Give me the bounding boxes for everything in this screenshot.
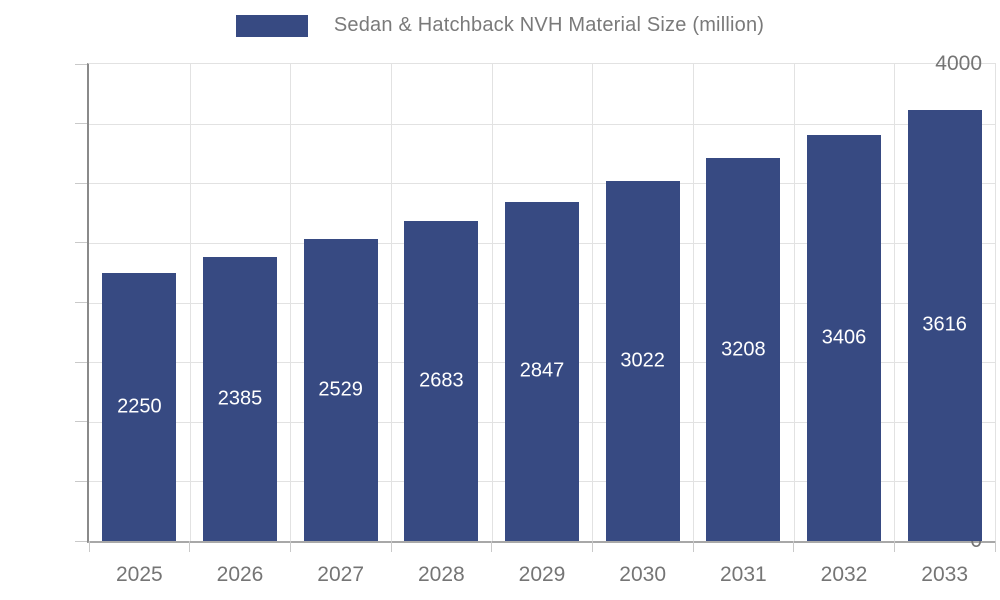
y-axis-tick [75, 480, 87, 482]
x-axis-tick [88, 541, 90, 552]
x-axis-tick-label: 2028 [417, 563, 465, 586]
gridline-vertical [189, 64, 191, 541]
x-axis-tick [994, 541, 996, 552]
x-axis-tick [390, 541, 392, 552]
bar: 2683 [404, 221, 479, 541]
x-axis-tick-label: 2026 [216, 563, 264, 586]
gridline-vertical [894, 64, 896, 541]
x-axis-tick-label: 2027 [317, 563, 365, 586]
chart-legend: Sedan & Hatchback NVH Material Size (mil… [0, 14, 1000, 37]
gridline-vertical [592, 64, 594, 541]
bar: 2529 [303, 239, 378, 541]
y-axis-tick [75, 421, 87, 423]
gridline-vertical [491, 64, 493, 541]
gridline-horizontal [89, 183, 995, 185]
y-axis-tick [75, 361, 87, 363]
gridline-vertical [391, 64, 392, 541]
x-axis-tick-label: 2029 [518, 563, 566, 586]
x-axis-tick [893, 541, 895, 552]
bar: 3616 [907, 109, 982, 541]
y-axis-tick [75, 63, 87, 65]
x-axis-tick [793, 541, 795, 552]
x-axis-tick-label: 2031 [719, 563, 767, 586]
bar-value-label: 2385 [217, 387, 263, 410]
y-axis-tick-label: 4000 [935, 52, 982, 75]
bar-value-label: 2683 [419, 369, 464, 392]
gridline-vertical [793, 64, 795, 541]
bar-value-label: 2529 [318, 378, 363, 401]
bar: 3406 [807, 134, 881, 541]
bar-value-label: 3616 [922, 313, 967, 336]
x-axis-tick [591, 541, 593, 552]
y-axis-tick [75, 540, 87, 542]
bar-value-label: 3208 [721, 338, 766, 361]
bar: 2250 [102, 272, 177, 541]
x-axis-tick-label: 2032 [820, 563, 868, 586]
x-axis-tick-label: 2033 [921, 563, 969, 586]
legend-swatch-icon [235, 14, 308, 37]
y-axis-tick [75, 242, 87, 244]
bar-value-label: 3406 [821, 326, 867, 349]
bar: 2385 [203, 256, 277, 541]
bar-value-label: 2250 [117, 395, 162, 418]
x-axis-tick [692, 541, 694, 552]
legend-label: Sedan & Hatchback NVH Material Size (mil… [333, 14, 765, 36]
bar-value-label: 3022 [620, 349, 665, 372]
x-axis-tick [289, 541, 291, 552]
x-axis-tick [491, 541, 493, 552]
gridline-vertical [693, 64, 694, 541]
x-axis-tick-label: 2030 [619, 563, 667, 586]
gridline-horizontal [89, 123, 995, 125]
bar-value-label: 2847 [519, 359, 565, 382]
y-axis-tick [75, 302, 87, 303]
bar: 2847 [505, 201, 579, 541]
bar: 3208 [706, 158, 781, 541]
x-axis-tick [189, 541, 191, 552]
bar: 3022 [605, 180, 680, 541]
y-axis-tick [75, 182, 87, 184]
plot-area: 0500100015002000250030003500400022502025… [75, 52, 996, 586]
y-axis-tick [75, 123, 87, 125]
x-axis-tick-label: 2025 [115, 563, 163, 586]
gridline-vertical [290, 64, 292, 541]
